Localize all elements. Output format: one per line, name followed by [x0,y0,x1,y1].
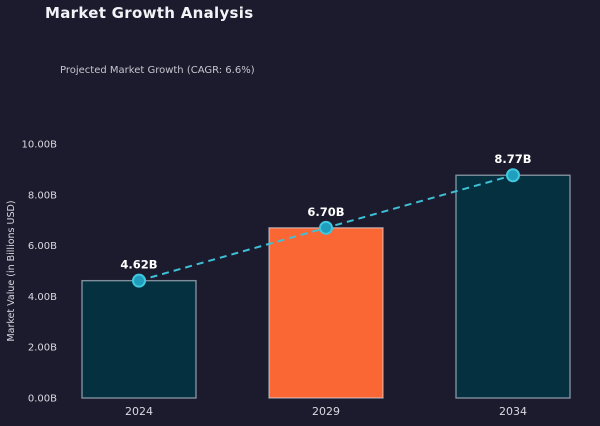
bar-2024 [81,279,197,399]
data-label-2029: 6.70B [307,205,344,219]
y-tick-label: 8.00B [28,190,57,201]
data-point-marker-2029 [319,220,333,235]
y-tick-label: 0.00B [28,394,57,405]
bar-2034 [455,174,571,399]
x-tick-label-2024: 2024 [125,405,153,418]
data-label-2034: 8.77B [494,152,531,166]
y-axis-label: Market Value (in Billions USD) [6,200,17,341]
data-point-marker-2034 [506,168,520,183]
x-tick-label-2029: 2029 [312,405,340,418]
y-tick-label: 4.00B [28,292,57,303]
chart-title: Market Growth Analysis [45,4,254,22]
y-tick-label: 6.00B [28,241,57,252]
bar-2029 [268,227,384,399]
y-tick-label: 10.00B [22,140,58,151]
data-point-marker-2024 [132,273,146,288]
data-label-2024: 4.62B [120,258,157,272]
chart-subtitle: Projected Market Growth (CAGR: 6.6%) [60,65,255,76]
x-tick-label-2034: 2034 [499,405,527,418]
y-tick-label: 2.00B [28,343,57,354]
